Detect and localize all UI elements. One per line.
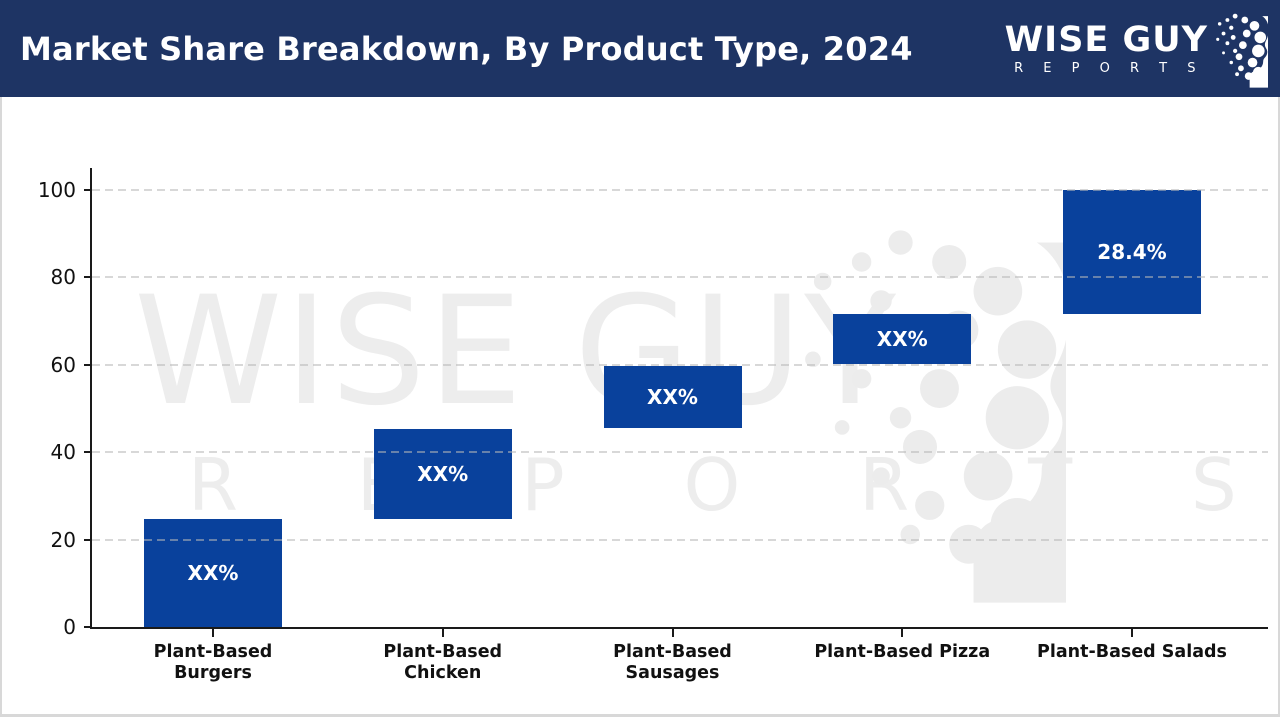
watermark-subtext: R E P O R T S	[188, 443, 1280, 527]
y-tick-label: 20	[50, 527, 76, 552]
bar-value-label: 28.4%	[1097, 239, 1167, 264]
bar	[373, 428, 512, 519]
dotted-head-icon	[1216, 13, 1268, 88]
watermark-text: WISE GUY	[134, 265, 898, 439]
x-tick-mark	[441, 629, 444, 637]
y-tick-mark	[84, 626, 92, 628]
header-band: Market Share Breakdown, By Product Type,…	[0, 0, 1280, 97]
x-tick-mark	[1131, 629, 1133, 637]
bar-value-label: XX%	[647, 384, 698, 409]
y-tick-label: 80	[50, 265, 76, 290]
gridline	[92, 276, 1268, 279]
brand-tagline: R E P O R T S	[1014, 60, 1204, 76]
watermark-head-icon	[805, 230, 1066, 603]
bar	[603, 365, 742, 428]
x-category-label: Plant-Based Salads	[1037, 642, 1227, 662]
y-tick-label: 60	[50, 352, 76, 377]
bar	[1063, 189, 1201, 314]
y-tick-label: 40	[50, 440, 76, 465]
bar-value-label: XX%	[876, 326, 928, 351]
x-category-label: Plant-Based Sausages	[613, 642, 732, 683]
bar-value-label: XX%	[187, 560, 239, 585]
gridline	[92, 188, 1268, 191]
y-tick-mark	[84, 451, 92, 454]
x-tick-mark	[901, 629, 904, 637]
y-tick-mark	[84, 538, 92, 541]
y-tick-label: 0	[63, 615, 76, 639]
brand-name: WISE GUY	[1004, 20, 1208, 61]
x-category-label: Plant-Based Pizza	[814, 642, 991, 662]
y-tick-mark	[84, 276, 92, 279]
y-tick-label: 100	[37, 177, 76, 202]
gridline	[92, 451, 1268, 454]
x-axis-line	[90, 627, 1268, 629]
y-tick-mark	[84, 188, 92, 191]
gridline	[92, 538, 1268, 541]
x-category-label: Plant-Based Chicken	[383, 642, 503, 683]
page-title: Market Share Breakdown, By Product Type,…	[20, 29, 913, 68]
y-tick-mark	[84, 363, 92, 366]
plot-canvas: 0 20 40 60 80 100 XX% Plant-Based Burgers XX% Pla…	[2, 97, 1280, 717]
chart-area: WISE GUY R E P O R T S 0 20 40 60 80 100 XX% Pl…	[0, 97, 1280, 717]
brand-logo: WISE GUY R E P O R T S	[1005, 6, 1268, 92]
y-axis-line	[90, 168, 92, 629]
bar	[833, 313, 972, 365]
brand-logo-text: WISE GUY R E P O R T S	[1005, 22, 1208, 76]
gridline	[92, 363, 1268, 366]
x-tick-mark	[671, 629, 674, 637]
x-category-label: Plant-Based Burgers	[153, 642, 273, 683]
x-tick-mark	[212, 629, 214, 637]
bar	[144, 518, 282, 627]
bar-value-label: XX%	[417, 461, 469, 486]
